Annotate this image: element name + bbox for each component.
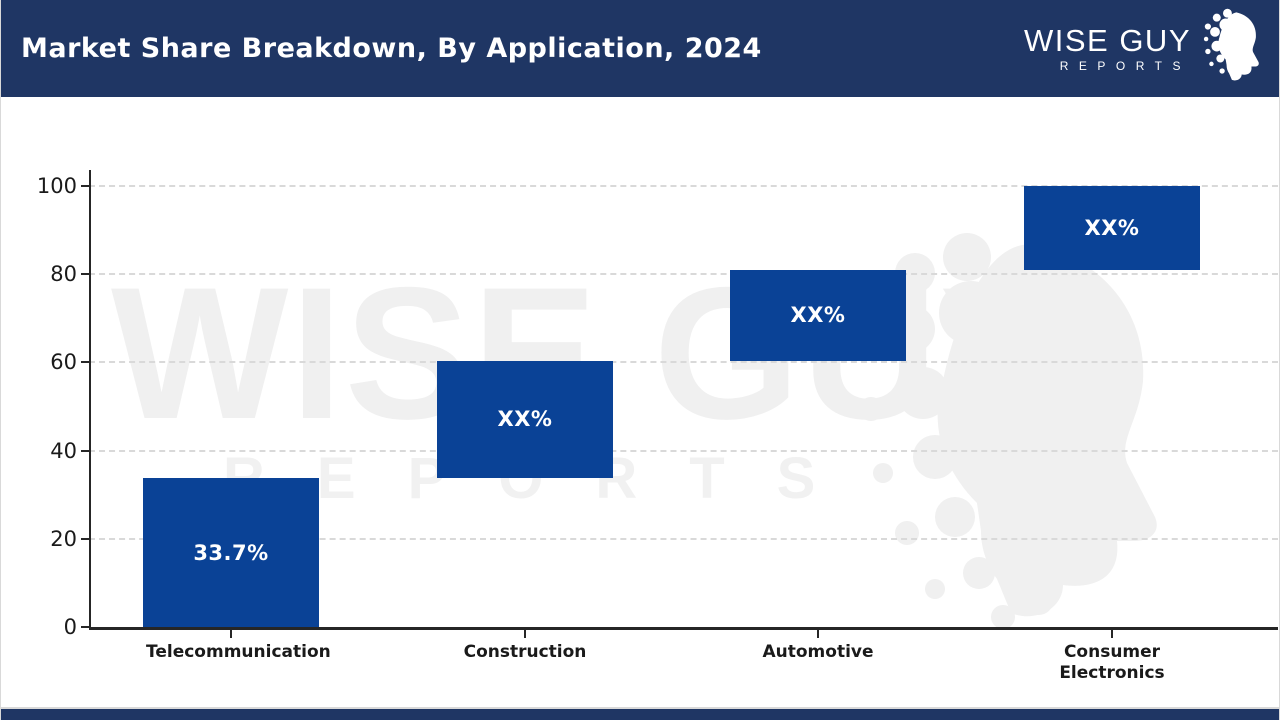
bar-telecommunication: 33.7% [143, 478, 319, 627]
bar-value-label: XX% [1084, 216, 1140, 241]
y-tick-label-80: 80 [50, 262, 77, 287]
bar-value-label: XX% [497, 407, 553, 432]
logo-wiseguy-text: WISE GUY [1023, 22, 1191, 58]
x-category-label-construction: Construction [463, 642, 587, 662]
x-tick-mark-consumer-electronics [1111, 630, 1113, 638]
bar-construction: XX% [437, 360, 613, 479]
x-category-label-consumer-electronics: Consumer Electronics [1059, 642, 1165, 684]
y-axis-spine [89, 170, 91, 630]
chart-area: WISE GUY REPORTS 0 20 40 60 [1, 97, 1279, 707]
y-tick-mark-40 [81, 449, 89, 452]
gridline-40 [89, 449, 1278, 452]
page-title: Market Share Breakdown, By Application, … [21, 33, 762, 64]
footer [1, 707, 1279, 720]
y-tick-label-20: 20 [50, 526, 77, 551]
bar-value-label: XX% [790, 303, 846, 328]
y-tick-label-0: 0 [63, 615, 77, 639]
x-axis-line [89, 627, 1278, 630]
bar-consumer-electronics: XX% [1024, 186, 1200, 271]
x-tick-mark-telecommunication [230, 630, 232, 638]
x-tick-mark-automotive [817, 630, 819, 638]
logo-reports-text: REPORTS [1059, 58, 1191, 73]
y-tick-label-40: 40 [50, 438, 77, 463]
bar-automotive: XX% [730, 270, 906, 361]
x-category-label-telecommunication: Telecommunication [146, 642, 331, 662]
header: Market Share Breakdown, By Application, … [1, 0, 1279, 97]
gridline-80 [89, 273, 1278, 276]
logo-head-icon [1195, 7, 1267, 91]
gridline-100 [89, 185, 1278, 187]
gridline-20 [89, 537, 1278, 540]
y-tick-mark-0 [81, 626, 89, 628]
logo: WISE GUY REPORTS [1024, 7, 1279, 91]
gridline-60 [89, 361, 1278, 364]
y-tick-label-100: 100 [36, 174, 77, 198]
y-tick-label-60: 60 [50, 350, 77, 375]
y-tick-mark-100 [81, 185, 89, 187]
y-tick-mark-20 [81, 537, 89, 540]
bar-value-label: 33.7% [193, 540, 269, 565]
y-tick-mark-60 [81, 361, 89, 364]
y-tick-mark-80 [81, 273, 89, 276]
x-category-label-automotive: Automotive [762, 642, 874, 662]
x-tick-mark-construction [524, 630, 526, 638]
logo-text: WISE GUY REPORTS [1024, 25, 1191, 73]
